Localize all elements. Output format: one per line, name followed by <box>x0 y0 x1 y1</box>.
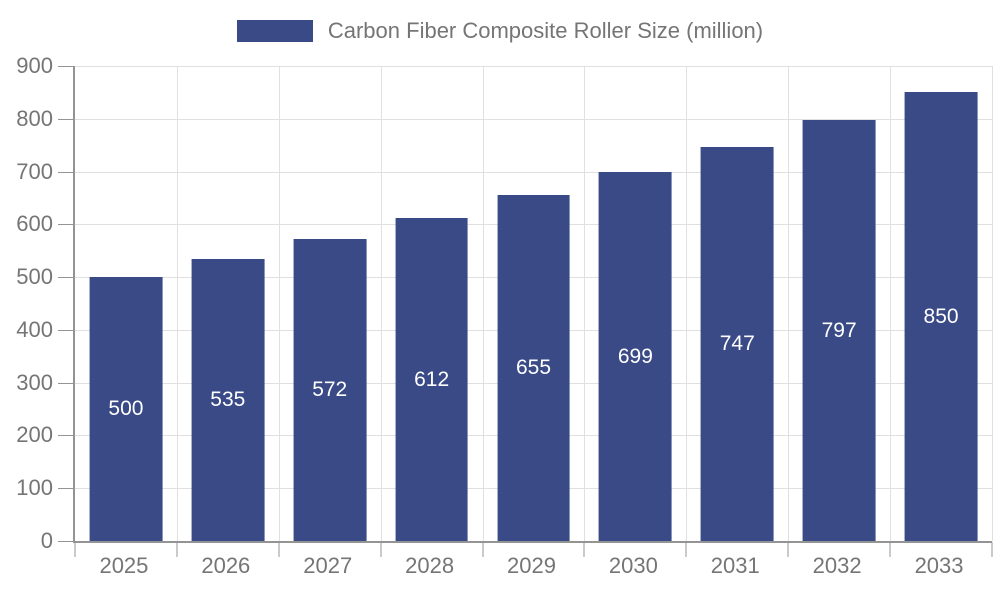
x-tick-label: 2029 <box>507 553 556 578</box>
bar-2032[interactable]: 797 <box>802 120 876 541</box>
gridline-h <box>75 118 992 120</box>
bar-value-label: 500 <box>108 397 144 421</box>
legend-label: Carbon Fiber Composite Roller Size (mill… <box>327 18 764 43</box>
y-axis-tick <box>58 66 74 67</box>
x-axis-tick <box>583 542 585 557</box>
bar-2033[interactable]: 850 <box>904 92 978 541</box>
gridline-v <box>584 66 586 541</box>
y-tick-label: 500 <box>16 264 53 290</box>
gridline-v <box>788 66 790 541</box>
x-axis-tick <box>278 542 280 557</box>
legend: Carbon Fiber Composite Roller Size (mill… <box>0 18 1000 44</box>
x-axis-tick <box>991 542 993 557</box>
x-tick-label: 2025 <box>99 553 149 578</box>
y-tick-label: 0 <box>40 528 53 553</box>
gridline-v <box>482 66 484 541</box>
bar-2028[interactable]: 612 <box>395 218 469 541</box>
bar-value-label: 535 <box>210 387 246 411</box>
x-axis-tick <box>482 542 484 557</box>
bar-value-label: 850 <box>923 304 959 328</box>
bar-value-label: 612 <box>414 367 450 391</box>
bar-value-label: 797 <box>821 318 857 342</box>
y-axis-tick <box>58 541 74 542</box>
bar-2031[interactable]: 747 <box>700 146 774 541</box>
bar-value-label: 699 <box>617 344 653 368</box>
gridline-h <box>75 66 992 67</box>
gridline-v <box>278 66 280 541</box>
x-tick-label: 2027 <box>303 553 353 578</box>
x-tick-label: 2028 <box>405 553 455 578</box>
x-tick-label: 2033 <box>914 553 964 578</box>
gridline-v <box>992 66 993 541</box>
plot-area: 500 535 572 612 655 699 747 797 850 <box>58 66 993 557</box>
y-tick-label: 400 <box>16 316 53 342</box>
y-tick-label: 700 <box>16 158 53 184</box>
x-axis-tick <box>889 542 891 557</box>
bar-2030[interactable]: 699 <box>598 172 672 541</box>
bar-value-label: 655 <box>515 356 552 380</box>
bar-2027[interactable]: 572 <box>293 239 367 541</box>
gridline-v <box>380 66 382 541</box>
gridline-h <box>75 171 992 173</box>
bar-2026[interactable]: 535 <box>191 258 265 541</box>
y-axis-tick <box>58 171 74 173</box>
x-axis-tick <box>380 542 382 557</box>
y-tick-label: 600 <box>16 211 53 237</box>
y-tick-label: 800 <box>16 105 53 131</box>
bar-2025[interactable]: 500 <box>89 277 163 541</box>
x-tick-label: 2031 <box>710 553 760 578</box>
x-axis-tick <box>74 542 76 557</box>
y-axis-tick <box>58 118 74 120</box>
bar-2029[interactable]: 655 <box>497 195 570 541</box>
y-axis-tick <box>58 382 74 384</box>
gridline-v <box>176 66 178 541</box>
gridline-v <box>890 66 892 541</box>
x-axis-tick <box>685 542 687 557</box>
x-axis-labels: 2025 2026 2027 2028 2029 2030 2031 2032 2033 <box>73 553 990 583</box>
y-axis-tick <box>58 435 74 437</box>
y-axis-tick <box>58 277 74 279</box>
x-tick-label: 2032 <box>812 553 862 578</box>
y-axis-tick <box>58 224 74 226</box>
legend-swatch-icon <box>236 20 313 42</box>
y-axis-tick <box>58 329 74 331</box>
y-tick-label: 900 <box>16 53 53 78</box>
y-tick-label: 200 <box>16 422 53 448</box>
y-tick-label: 300 <box>16 369 53 395</box>
y-axis-labels: 0 100 200 300 400 500 600 700 800 900 <box>0 54 53 553</box>
x-axis-tick <box>176 542 178 557</box>
y-axis-tick <box>58 488 74 490</box>
gridline-v <box>686 66 688 541</box>
x-tick-label: 2030 <box>608 553 658 578</box>
x-axis-tick <box>787 542 789 557</box>
y-tick-label: 100 <box>16 475 53 501</box>
legend-item[interactable]: Carbon Fiber Composite Roller Size (mill… <box>236 18 764 44</box>
bar-value-label: 572 <box>312 378 348 402</box>
x-tick-label: 2026 <box>201 553 251 578</box>
bar-value-label: 747 <box>719 331 755 355</box>
